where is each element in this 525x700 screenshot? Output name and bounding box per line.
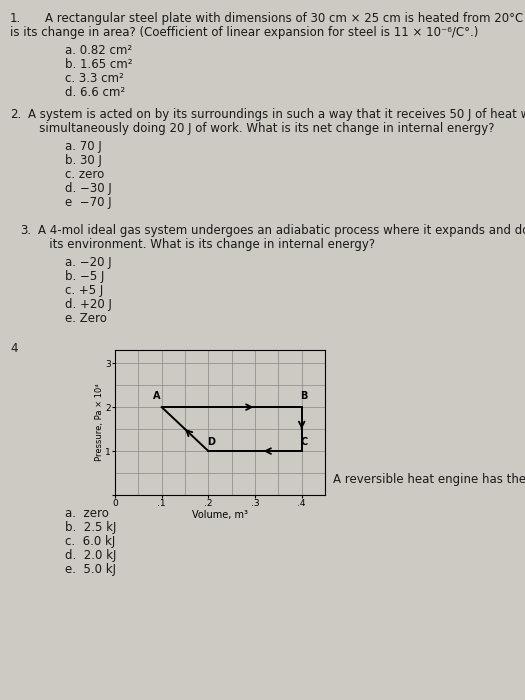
Text: c.  6.0 kJ: c. 6.0 kJ	[65, 535, 116, 548]
Text: A system is acted on by its surroundings in such a way that it receives 50 J of : A system is acted on by its surroundings…	[28, 108, 525, 121]
X-axis label: Volume, m³: Volume, m³	[192, 510, 248, 519]
Y-axis label: Pressure, Pa × 10⁴: Pressure, Pa × 10⁴	[94, 384, 104, 461]
Text: A: A	[153, 391, 161, 401]
Text: b. 30 J: b. 30 J	[65, 154, 102, 167]
Text: 1.: 1.	[10, 12, 21, 25]
Text: c. +5 J: c. +5 J	[65, 284, 103, 297]
Text: b. −5 J: b. −5 J	[65, 270, 104, 283]
Text: b. 1.65 cm²: b. 1.65 cm²	[65, 58, 132, 71]
Text: c. zero: c. zero	[65, 168, 104, 181]
Text: A 4-mol ideal gas system undergoes an adiabatic process where it expands and doe: A 4-mol ideal gas system undergoes an ad…	[38, 224, 525, 237]
Text: 2.: 2.	[10, 108, 21, 121]
Text: simultaneously doing 20 J of work. What is its net change in internal energy?: simultaneously doing 20 J of work. What …	[28, 122, 495, 135]
Text: a. 0.82 cm²: a. 0.82 cm²	[65, 44, 132, 57]
Text: is its change in area? (Coefficient of linear expansion for steel is 11 × 10⁻⁶/C: is its change in area? (Coefficient of l…	[10, 26, 478, 39]
Text: d.  2.0 kJ: d. 2.0 kJ	[65, 549, 117, 562]
Text: D: D	[207, 437, 215, 447]
Text: d. 6.6 cm²: d. 6.6 cm²	[65, 86, 125, 99]
Text: a. 70 J: a. 70 J	[65, 140, 102, 153]
Text: c. 3.3 cm²: c. 3.3 cm²	[65, 72, 124, 85]
Text: d. +20 J: d. +20 J	[65, 298, 112, 311]
Text: 3.: 3.	[20, 224, 31, 237]
Text: 4: 4	[10, 342, 17, 355]
Text: a.  zero: a. zero	[65, 507, 109, 520]
Text: e  −70 J: e −70 J	[65, 196, 112, 209]
Text: B: B	[300, 391, 308, 401]
Text: A rectangular steel plate with dimensions of 30 cm × 25 cm is heated from 20°C t: A rectangular steel plate with dimension…	[45, 12, 525, 25]
Text: b.  2.5 kJ: b. 2.5 kJ	[65, 521, 117, 534]
Text: its environment. What is its change in internal energy?: its environment. What is its change in i…	[38, 238, 375, 251]
Text: e.  5.0 kJ: e. 5.0 kJ	[65, 563, 116, 576]
Text: A reversible heat engine has the PV graph shown.  The work done during the entir: A reversible heat engine has the PV grap…	[333, 473, 525, 486]
Text: a. −20 J: a. −20 J	[65, 256, 112, 269]
Text: e. Zero: e. Zero	[65, 312, 107, 325]
Text: C: C	[300, 437, 308, 447]
Text: d. −30 J: d. −30 J	[65, 182, 112, 195]
